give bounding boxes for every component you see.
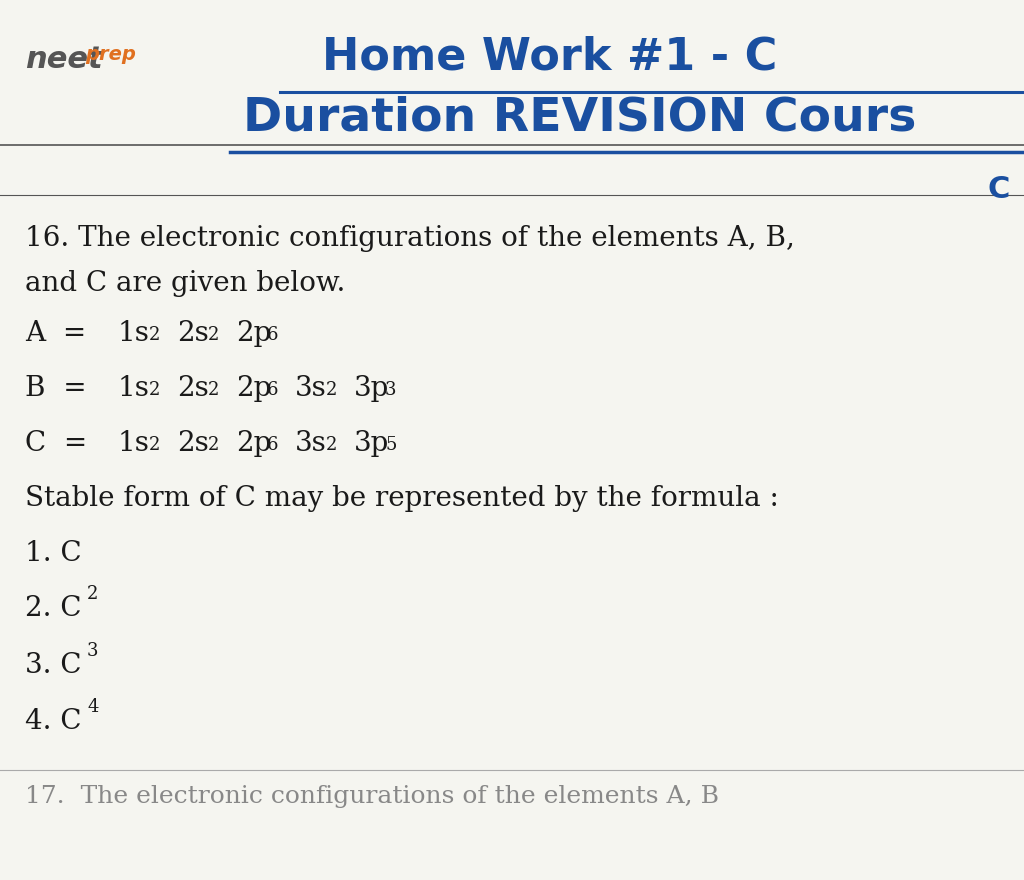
Text: 2s: 2s <box>177 320 209 347</box>
Text: 6: 6 <box>267 326 279 344</box>
Text: 2p: 2p <box>236 320 271 347</box>
Text: 2: 2 <box>208 436 219 454</box>
Text: 4. C: 4. C <box>25 708 82 735</box>
Text: 17.  The electronic configurations of the elements A, B: 17. The electronic configurations of the… <box>25 785 719 808</box>
Text: B  =: B = <box>25 375 104 402</box>
Text: 6: 6 <box>267 436 279 454</box>
Text: Home Work #1 - C: Home Work #1 - C <box>323 35 777 78</box>
Text: C  =: C = <box>25 430 105 457</box>
Text: 2s: 2s <box>177 375 209 402</box>
Text: 2p: 2p <box>236 375 271 402</box>
Text: 1s: 1s <box>118 320 150 347</box>
Text: 16. The electronic configurations of the elements A, B,: 16. The electronic configurations of the… <box>25 225 795 252</box>
Text: 3: 3 <box>87 642 98 660</box>
Text: 5: 5 <box>385 436 396 454</box>
Text: 2p: 2p <box>236 430 271 457</box>
Text: 2: 2 <box>150 381 161 399</box>
Text: 2s: 2s <box>177 430 209 457</box>
Text: 2: 2 <box>208 326 219 344</box>
Text: C: C <box>987 175 1010 204</box>
Text: 1. C: 1. C <box>25 540 82 567</box>
Text: 4: 4 <box>87 698 98 716</box>
Text: 2: 2 <box>326 436 337 454</box>
Text: 3p: 3p <box>354 375 389 402</box>
Text: Stable form of C may be represented by the formula :: Stable form of C may be represented by t… <box>25 485 779 512</box>
Text: 2: 2 <box>150 326 161 344</box>
Text: 2. C: 2. C <box>25 595 82 622</box>
Text: 3. C: 3. C <box>25 652 82 679</box>
Text: A  =: A = <box>25 320 104 347</box>
Text: prep: prep <box>85 45 136 64</box>
Text: 2: 2 <box>150 436 161 454</box>
Text: 3: 3 <box>385 381 396 399</box>
Text: 3s: 3s <box>295 375 327 402</box>
Text: Duration REVISION Cours: Duration REVISION Cours <box>244 95 916 140</box>
Text: 6: 6 <box>267 381 279 399</box>
Text: 1s: 1s <box>118 430 150 457</box>
Text: 1s: 1s <box>118 375 150 402</box>
Text: 3p: 3p <box>354 430 389 457</box>
Text: 2: 2 <box>326 381 337 399</box>
Text: 2: 2 <box>87 585 98 603</box>
Text: and C are given below.: and C are given below. <box>25 270 345 297</box>
Text: neet: neet <box>25 45 102 74</box>
Text: 2: 2 <box>208 381 219 399</box>
Text: 3s: 3s <box>295 430 327 457</box>
